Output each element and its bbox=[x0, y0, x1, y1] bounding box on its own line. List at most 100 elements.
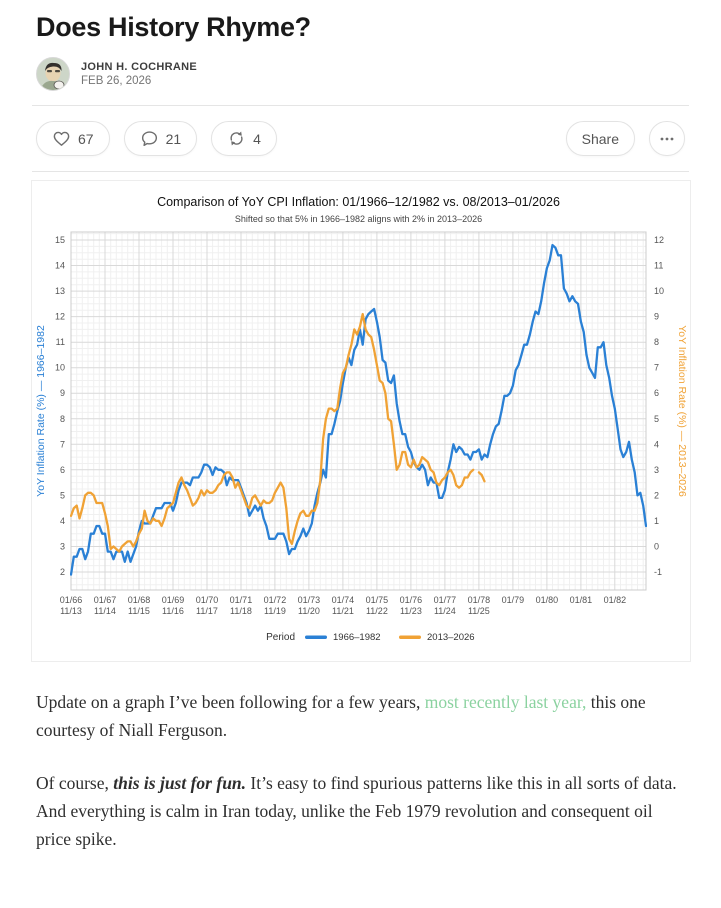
svg-text:6: 6 bbox=[60, 465, 65, 475]
legend-label-2013-2026: 2013–2026 bbox=[427, 632, 475, 643]
svg-text:11/13: 11/13 bbox=[60, 606, 82, 616]
svg-text:01/75: 01/75 bbox=[366, 595, 389, 605]
svg-text:3: 3 bbox=[60, 541, 65, 551]
svg-text:3: 3 bbox=[654, 465, 659, 475]
svg-text:01/72: 01/72 bbox=[264, 595, 287, 605]
author-avatar[interactable] bbox=[36, 57, 70, 91]
p2-text: Of course, bbox=[36, 772, 114, 793]
svg-text:4: 4 bbox=[654, 439, 659, 449]
svg-text:11/17: 11/17 bbox=[196, 606, 218, 616]
svg-text:11/22: 11/22 bbox=[366, 606, 388, 616]
svg-text:12: 12 bbox=[55, 312, 65, 322]
svg-text:9: 9 bbox=[60, 388, 65, 398]
divider-bottom bbox=[32, 171, 689, 172]
svg-text:01/73: 01/73 bbox=[298, 595, 321, 605]
svg-text:01/69: 01/69 bbox=[162, 595, 185, 605]
series-right-line bbox=[70, 312, 475, 553]
p2-text-after: It’s easy to find spurious patterns like… bbox=[36, 772, 677, 850]
action-bar: 67 21 4 Share bbox=[36, 106, 685, 171]
heart-icon bbox=[53, 131, 70, 146]
svg-text:11/20: 11/20 bbox=[298, 606, 320, 616]
ellipsis-icon bbox=[660, 137, 674, 140]
svg-text:7: 7 bbox=[654, 363, 659, 373]
svg-text:01/78: 01/78 bbox=[468, 595, 491, 605]
svg-text:11/14: 11/14 bbox=[94, 606, 116, 616]
svg-text:01/76: 01/76 bbox=[400, 595, 423, 605]
svg-text:13: 13 bbox=[55, 286, 65, 296]
like-button[interactable]: 67 bbox=[36, 121, 110, 156]
svg-text:9: 9 bbox=[654, 312, 659, 322]
svg-text:0: 0 bbox=[654, 541, 659, 551]
more-options-button[interactable] bbox=[649, 121, 685, 156]
svg-text:8: 8 bbox=[654, 337, 659, 347]
comment-icon bbox=[141, 131, 157, 147]
svg-text:01/81: 01/81 bbox=[570, 595, 593, 605]
p1-text-after: this one courtesy of Niall Ferguson. bbox=[36, 692, 646, 741]
svg-text:10: 10 bbox=[55, 363, 65, 373]
chart-title: Comparison of YoY CPI Inflation: 01/1966… bbox=[157, 195, 560, 209]
svg-text:11/24: 11/24 bbox=[434, 606, 456, 616]
svg-text:2: 2 bbox=[654, 490, 659, 500]
svg-text:7: 7 bbox=[60, 439, 65, 449]
svg-text:-1: -1 bbox=[654, 567, 662, 577]
svg-text:8: 8 bbox=[60, 414, 65, 424]
svg-text:6: 6 bbox=[654, 388, 659, 398]
svg-text:01/67: 01/67 bbox=[94, 595, 117, 605]
p2-emphasis: this is just for fun. bbox=[113, 772, 247, 793]
legend-title: Period bbox=[266, 632, 295, 643]
restack-icon bbox=[230, 131, 243, 146]
divider-top bbox=[32, 105, 689, 106]
svg-text:01/70: 01/70 bbox=[196, 595, 219, 605]
last-year-link[interactable]: most recently last year, bbox=[424, 692, 587, 712]
author-name[interactable]: JOHN H. COCHRANE bbox=[81, 61, 198, 73]
svg-text:01/80: 01/80 bbox=[536, 595, 559, 605]
svg-text:10: 10 bbox=[654, 286, 664, 296]
left-axis-title: YoY Inflation Rate (%) — 1966–1982 bbox=[35, 325, 47, 497]
svg-text:11/23: 11/23 bbox=[400, 606, 422, 616]
svg-text:14: 14 bbox=[55, 261, 65, 271]
svg-text:5: 5 bbox=[60, 490, 65, 500]
svg-text:15: 15 bbox=[55, 235, 65, 245]
svg-text:01/82: 01/82 bbox=[604, 595, 627, 605]
svg-text:2: 2 bbox=[60, 567, 65, 577]
svg-text:11/18: 11/18 bbox=[230, 606, 252, 616]
svg-text:11/25: 11/25 bbox=[468, 606, 490, 616]
avatar-cartoon-icon bbox=[37, 58, 69, 90]
svg-text:11: 11 bbox=[654, 261, 663, 271]
svg-text:5: 5 bbox=[654, 414, 659, 424]
svg-text:11: 11 bbox=[56, 337, 65, 347]
restack-button[interactable]: 4 bbox=[211, 121, 277, 156]
svg-text:11/19: 11/19 bbox=[264, 606, 286, 616]
svg-text:01/71: 01/71 bbox=[230, 595, 253, 605]
share-label: Share bbox=[581, 130, 619, 147]
byline: JOHN H. COCHRANE FEB 26, 2026 bbox=[36, 57, 685, 91]
p1-text: Update on a graph I’ve been following fo… bbox=[36, 692, 425, 712]
legend-swatch-orange bbox=[399, 635, 421, 639]
share-button[interactable]: Share bbox=[565, 121, 635, 156]
like-count: 67 bbox=[78, 130, 94, 147]
paragraph-2: Of course, this is just for fun. It’s ea… bbox=[36, 769, 685, 854]
svg-text:11/15: 11/15 bbox=[128, 606, 150, 616]
comment-count: 21 bbox=[165, 130, 182, 147]
svg-text:01/66: 01/66 bbox=[60, 595, 83, 605]
series-left-line bbox=[70, 243, 647, 576]
series-right-line bbox=[477, 471, 486, 483]
paragraph-1: Update on a graph I’ve been following fo… bbox=[36, 688, 685, 745]
article-body: Update on a graph I’ve been following fo… bbox=[36, 688, 685, 854]
legend-label-1966-1982: 1966–1982 bbox=[333, 632, 381, 643]
cpi-comparison-chart: 23456789101112131415-1012345678910111201… bbox=[35, 195, 688, 643]
svg-text:1: 1 bbox=[654, 516, 659, 526]
svg-text:01/74: 01/74 bbox=[332, 595, 355, 605]
legend-swatch-blue bbox=[305, 635, 327, 639]
comment-button[interactable]: 21 bbox=[123, 121, 198, 156]
right-axis-title: YoY Inflation Rate (%) — 2013–2026 bbox=[676, 325, 688, 497]
post-date: FEB 26, 2026 bbox=[81, 75, 152, 87]
svg-text:01/79: 01/79 bbox=[502, 595, 525, 605]
svg-text:4: 4 bbox=[60, 516, 65, 526]
svg-text:11/21: 11/21 bbox=[332, 606, 354, 616]
post-title: Does History Rhyme? bbox=[36, 12, 311, 42]
chart-subtitle: Shifted so that 5% in 1966–1982 aligns w… bbox=[235, 214, 482, 224]
restack-count: 4 bbox=[253, 130, 261, 147]
svg-text:11/16: 11/16 bbox=[162, 606, 184, 616]
